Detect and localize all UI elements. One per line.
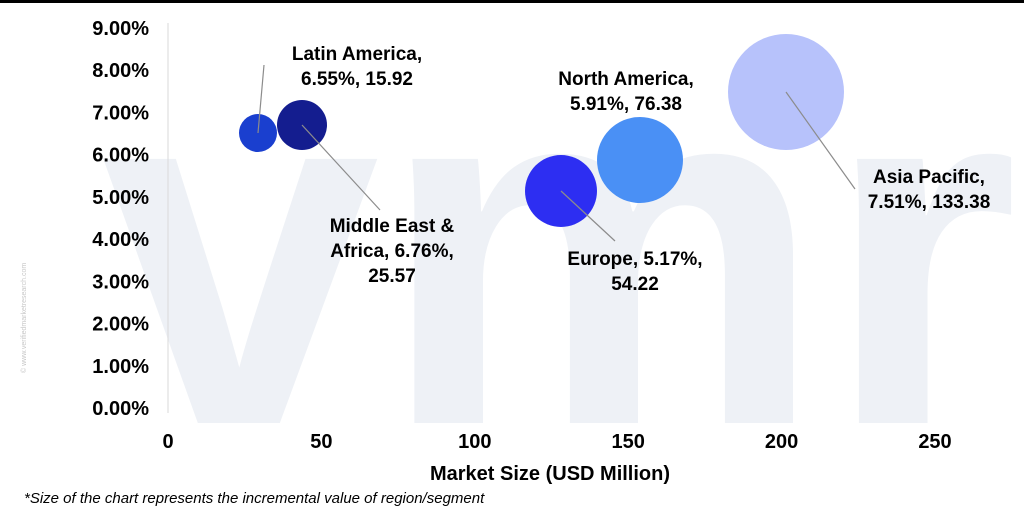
bubble-north-america <box>597 117 683 203</box>
data-label-europe: Europe, 5.17%, 54.22 <box>567 249 702 295</box>
y-tick-label: 3.00% <box>92 271 149 293</box>
data-label-line: North America, <box>558 69 694 90</box>
y-tick-label: 6.00% <box>92 145 149 167</box>
data-label-latin-america: Latin America, 6.55%, 15.92 <box>292 44 422 90</box>
data-label-line: 54.22 <box>611 274 659 295</box>
y-tick-label: 4.00% <box>92 229 149 251</box>
x-tick-label: 0 <box>162 431 173 453</box>
x-tick-label: 200 <box>765 431 798 453</box>
data-labels: Latin America, 6.55%, 15.92 Middle East & A… <box>292 44 990 295</box>
y-tick-label: 5.00% <box>92 187 149 209</box>
watermark-side-text: © www.verifiedmarketresearch.com <box>20 263 28 373</box>
y-tick-label: 1.00% <box>92 356 149 378</box>
x-axis-ticks: 0 50 100 150 200 250 <box>162 431 951 453</box>
watermark-logo: vmr <box>101 3 1018 519</box>
leader-lines <box>257 64 856 242</box>
data-label-middle-east-africa: Middle East & Africa, 6.76%, 25.57 <box>330 216 455 287</box>
y-tick-label: 9.00% <box>92 18 149 40</box>
leader-line-asia-pacific <box>785 91 856 190</box>
y-tick-label: 8.00% <box>92 60 149 82</box>
data-label-line: Africa, 6.76%, <box>330 241 454 262</box>
x-tick-label: 50 <box>310 431 332 453</box>
data-label-line: 5.91%, 76.38 <box>570 94 682 115</box>
leader-line-middle-east-africa <box>301 124 381 211</box>
data-label-asia-pacific: Asia Pacific, 7.51%, 133.38 <box>868 167 991 213</box>
data-label-line: 25.57 <box>368 266 416 287</box>
y-tick-label: 0.00% <box>92 398 149 420</box>
y-tick-label: 7.00% <box>92 102 149 124</box>
x-tick-label: 150 <box>612 431 645 453</box>
leader-line-europe <box>560 190 616 242</box>
x-tick-label: 250 <box>918 431 951 453</box>
y-tick-label: 2.00% <box>92 314 149 336</box>
data-label-line: Middle East & <box>330 216 455 237</box>
x-tick-label: 100 <box>458 431 491 453</box>
data-label-line: Asia Pacific, <box>873 167 985 188</box>
data-label-line: Latin America, <box>292 44 422 65</box>
bubble-chart: vmr © www.verifiedmarketresearch.com 0.0… <box>20 3 1019 519</box>
data-label-line: Europe, 5.17%, <box>567 249 702 270</box>
footnote: *Size of the chart represents the increm… <box>24 490 485 507</box>
data-label-line: 6.55%, 15.92 <box>301 69 413 90</box>
data-label-north-america: North America, 5.91%, 76.38 <box>558 69 694 115</box>
data-label-line: 7.51%, 133.38 <box>868 192 991 213</box>
y-axis-ticks: 0.00% 1.00% 2.00% 3.00% 4.00% 5.00% 6.00% 7.00%… <box>92 18 149 420</box>
watermark: vmr © www.verifiedmarketresearch.com <box>20 3 1019 519</box>
leader-line-latin-america <box>257 64 265 134</box>
x-axis-title: Market Size (USD Million) <box>430 463 670 485</box>
